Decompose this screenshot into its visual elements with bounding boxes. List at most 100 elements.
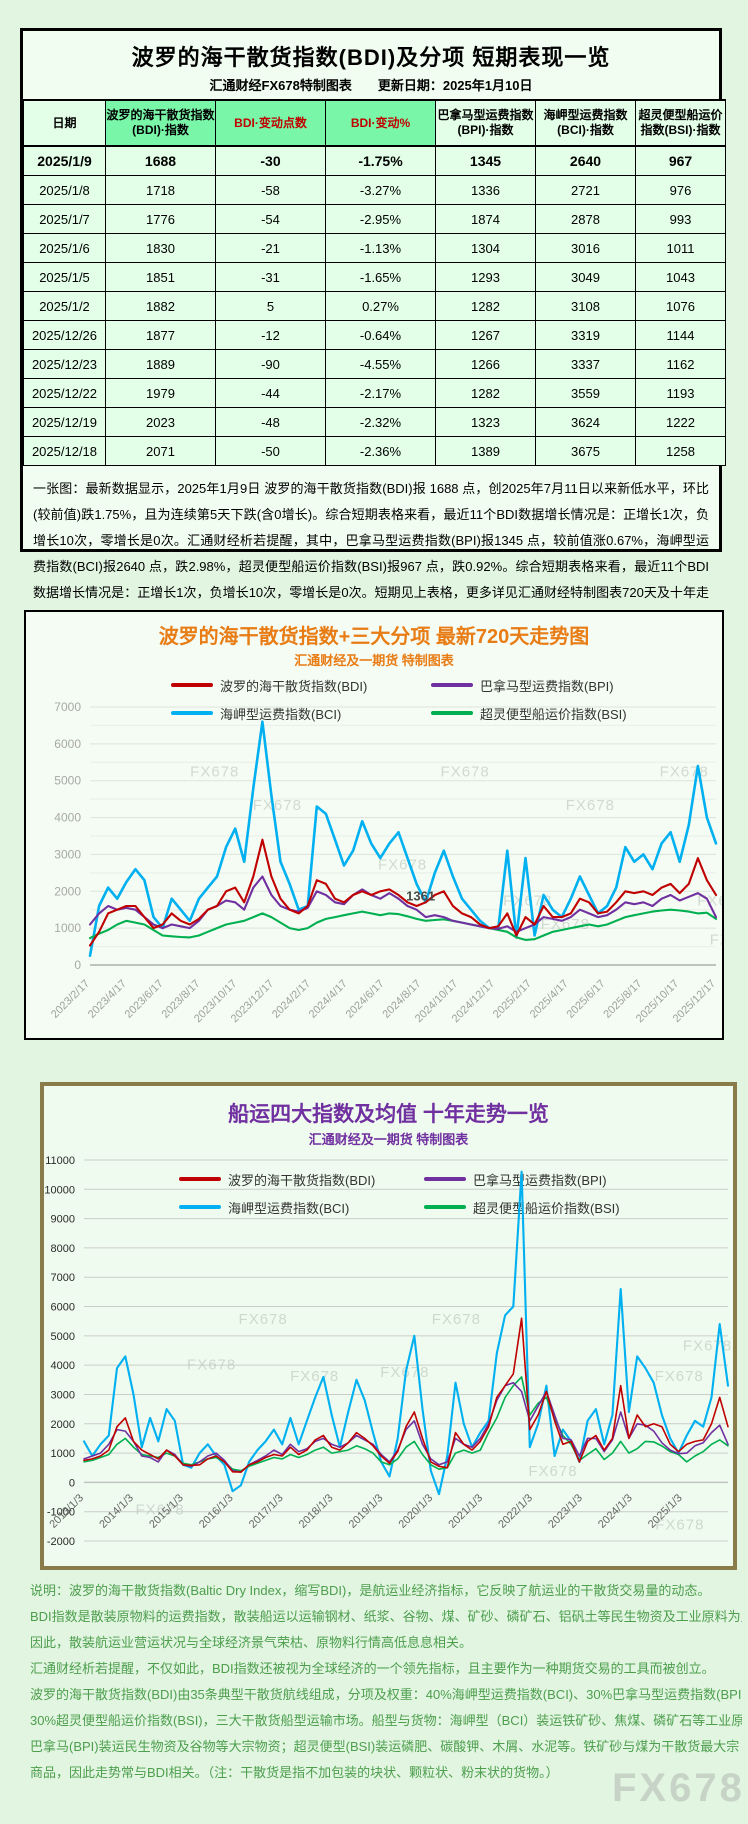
svg-text:5000: 5000 [51, 1331, 75, 1343]
svg-text:FX678: FX678 [528, 1463, 577, 1480]
svg-text:FX678: FX678 [655, 1517, 704, 1534]
table-cell: 1336 [435, 175, 536, 205]
table-cell: 1830 [105, 233, 216, 263]
line-chart-720day: 0 1000 2000 3000 4000 5000 6000 7000 FX678 FX678 F… [49, 700, 722, 1025]
svg-text:FX678: FX678 [503, 893, 552, 910]
table-cell: 1851 [105, 262, 216, 292]
bdi-table-body: 2025/1/9 1688 -30 -1.75% 1345 2640 967 2025/1/8… [23, 145, 726, 466]
table-cell: -50 [215, 436, 326, 466]
bdi-table: 日期 波罗的海干散货指数(BDI)·指数 BDI·变动点数 BDI·变动% 巴拿马型运费… [23, 99, 726, 466]
table-cell: 1979 [105, 378, 216, 408]
svg-text:FX678: FX678 [136, 1501, 185, 1518]
legend-item-bpi: 巴拿马型运费指数(BPI) [431, 678, 614, 694]
svg-text:3000: 3000 [51, 1389, 75, 1401]
table-cell: 0.27% [325, 291, 436, 321]
table-cell: 1267 [435, 320, 536, 350]
svg-text:-1000: -1000 [47, 1507, 75, 1519]
footer-line: 因此，散装航运业营运状况与全球经济景气荣枯、原物料行情高低息息相关。 [30, 1635, 473, 1650]
legend-label-bpi: 巴拿马型运费指数(BPI) [480, 678, 614, 694]
bdi-line-swatch [171, 683, 213, 687]
column-header: BDI·变动% [325, 99, 436, 147]
table-cell: -44 [215, 378, 326, 408]
table-cell: 3675 [535, 436, 636, 466]
table-cell: -3.27% [325, 175, 436, 205]
svg-text:FX678: FX678 [378, 857, 427, 874]
column-header: 超灵便型船运价指数(BSI)·指数 [635, 99, 726, 147]
legend-item-bsi: 超灵便型船运价指数(BSI) [431, 706, 627, 722]
table-cell: 1282 [435, 378, 536, 408]
svg-text:FX678: FX678 [239, 1311, 288, 1328]
footer-line: 说明：波罗的海干散货指数(Baltic Dry Index，缩写BDI)，是航运… [30, 1583, 711, 1598]
table-cell: 1162 [635, 349, 726, 379]
legend-item-bpi: 巴拿马型运费指数(BPI) [424, 1172, 607, 1188]
table-cell: 1304 [435, 233, 536, 263]
column-header: 海岬型运费指数(BCI)·指数 [535, 99, 636, 147]
svg-text:FX678: FX678 [566, 797, 615, 814]
bpi-line-swatch [431, 683, 473, 687]
table-row: 2025/12/22 1979 -44 -2.17% 1282 3559 1193 [23, 378, 726, 408]
footer-line: 汇通财经析若提醒，不仅如此，BDI指数还被视为全球经济的一个领先指标，且主要作为… [30, 1661, 715, 1676]
table-cell: 3108 [535, 291, 636, 321]
svg-text:2023/2/17: 2023/2/17 [49, 978, 92, 1021]
svg-text:FX678: FX678 [380, 1364, 429, 1381]
table-row: 2025/12/26 1877 -12 -0.64% 1267 3319 1144 [23, 320, 726, 350]
page-subtitle: 汇通财经FX678特制图表 更新日期：2025年1月10日 [209, 78, 533, 93]
svg-text:2024/4/17: 2024/4/17 [307, 978, 350, 1021]
legend-label-bdi: 波罗的海干散货指数(BDI) [220, 678, 368, 694]
svg-text:FX678: FX678 [441, 764, 490, 781]
chart-10year-panel: 船运四大指数及均值 十年走势一览 汇通财经及一期货 特制图表 波罗的海干散货指数… [40, 1082, 737, 1570]
svg-text:2025/2/17: 2025/2/17 [491, 978, 534, 1021]
table-cell: 1282 [435, 291, 536, 321]
svg-text:4000: 4000 [51, 1360, 75, 1372]
table-cell: 2025/12/23 [23, 349, 106, 379]
short-term-table-panel: 波罗的海干散货指数(BDI)及分项 短期表现一览 汇通财经FX678特制图表 更… [20, 28, 726, 626]
table-row: 2025/1/6 1830 -21 -1.13% 1304 3016 1011 [23, 233, 726, 263]
footer-line: 巴拿马(BPI)装运民生物资及谷物等大宗物资；超灵便型(BSI)装运磷肥、碳酸钾… [30, 1739, 740, 1754]
chart-10y-subtitle: 汇通财经及一期货 特制图表 [308, 1132, 469, 1147]
table-cell: -54 [215, 204, 326, 234]
svg-text:FX678: FX678 [253, 797, 302, 814]
svg-text:1000: 1000 [54, 921, 81, 935]
table-cell: 5 [215, 291, 326, 321]
svg-text:7000: 7000 [51, 1272, 75, 1284]
svg-text:2024/2/17: 2024/2/17 [270, 978, 313, 1021]
line-chart-10year: -2000 -1000 0 1000 2000 3000 4000 5000 6000 7000 8… [44, 1155, 731, 1548]
svg-text:-2000: -2000 [47, 1536, 75, 1548]
footer-line: BDI指数是散装原物料的运费指数，散装船运以运输钢材、纸浆、谷物、煤、矿砂、磷矿… [30, 1609, 742, 1624]
table-cell: -0.64% [325, 320, 436, 350]
table-cell: -90 [215, 349, 326, 379]
svg-text:FX678: FX678 [187, 1357, 236, 1374]
summary-paragraph: 一张图：最新数据显示，2025年1月9日 波罗的海干散货指数(BDI)报 168… [33, 481, 709, 626]
table-cell: 2640 [535, 145, 636, 176]
legend-label-bpi: 巴拿马型运费指数(BPI) [473, 1172, 607, 1188]
table-cell: 2025/1/8 [23, 175, 106, 205]
legend-label-bci: 海岬型运费指数(BCI) [220, 706, 342, 722]
legend-item-bdi: 波罗的海干散货指数(BDI) [171, 678, 368, 694]
table-cell: 1776 [105, 204, 216, 234]
table-cell: 2878 [535, 204, 636, 234]
table-cell: -58 [215, 175, 326, 205]
legend-item-bsi: 超灵便型船运价指数(BSI) [424, 1200, 620, 1216]
table-cell: 1345 [435, 145, 536, 176]
table-cell: 1877 [105, 320, 216, 350]
bdi-table-head: 日期 波罗的海干散货指数(BDI)·指数 BDI·变动点数 BDI·变动% 巴拿马型运费… [23, 99, 726, 147]
table-cell: 2025/1/9 [23, 145, 106, 176]
svg-text:4000: 4000 [54, 811, 81, 825]
legend-label-bsi: 超灵便型船运价指数(BSI) [473, 1200, 620, 1216]
svg-text:11000: 11000 [45, 1155, 75, 1167]
legend-label-bci: 海岬型运费指数(BCI) [228, 1200, 350, 1216]
table-cell: 2071 [105, 436, 216, 466]
svg-text:FX678: FX678 [660, 764, 709, 781]
svg-text:2025/6/17: 2025/6/17 [565, 978, 608, 1021]
table-cell: 1688 [105, 145, 216, 176]
svg-text:5000: 5000 [54, 774, 81, 788]
svg-text:6000: 6000 [51, 1302, 75, 1314]
page-title: 波罗的海干散货指数(BDI)及分项 短期表现一览 [131, 45, 611, 70]
svg-text:0: 0 [69, 1477, 75, 1489]
svg-text:0: 0 [74, 958, 81, 972]
svg-text:9000: 9000 [51, 1214, 75, 1226]
legend-item-bci: 海岬型运费指数(BCI) [179, 1200, 350, 1216]
table-cell: -4.55% [325, 349, 436, 379]
svg-text:6000: 6000 [54, 737, 81, 751]
